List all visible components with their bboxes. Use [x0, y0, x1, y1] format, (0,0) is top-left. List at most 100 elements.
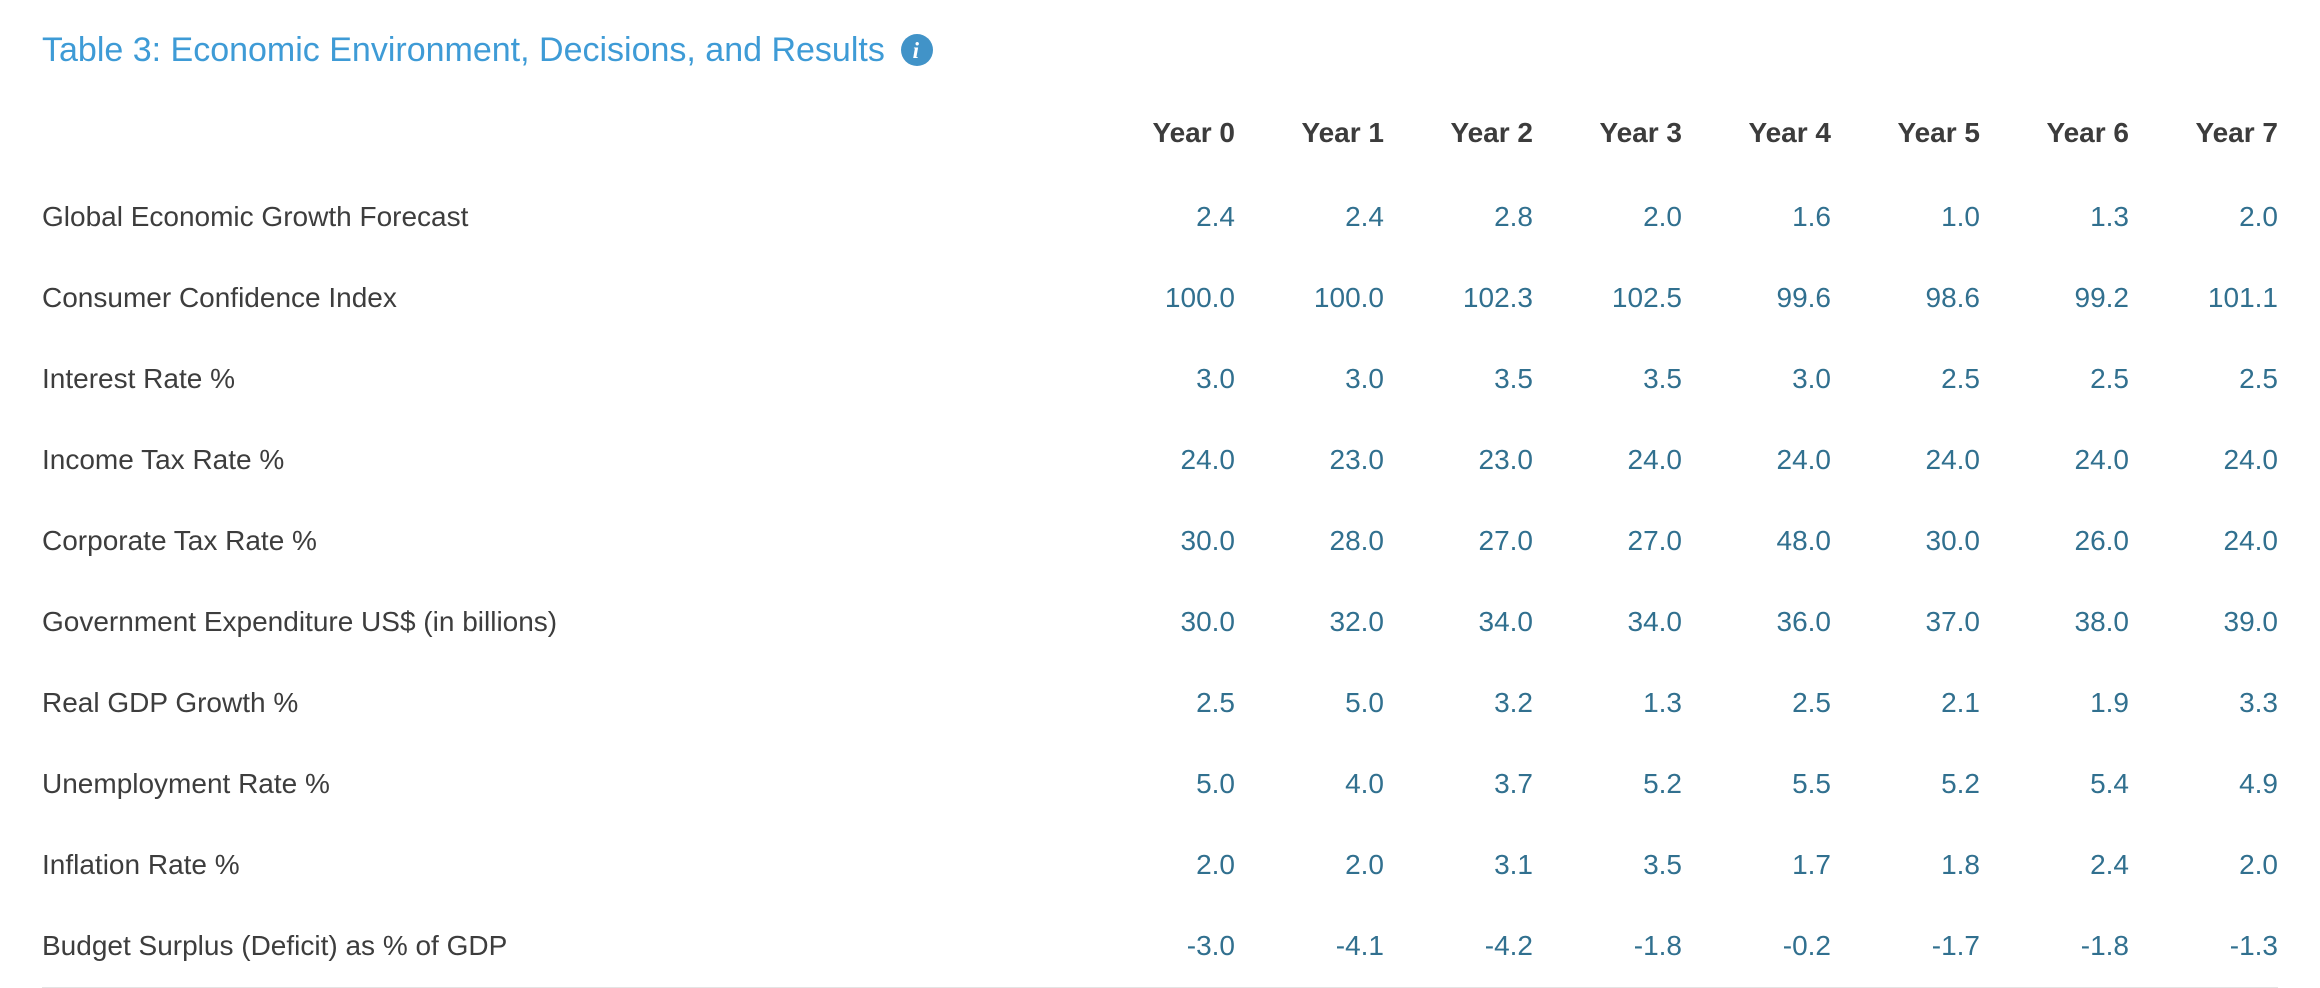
value-cell: 1.7 [1792, 848, 1831, 880]
value-cell: -4.2 [1384, 905, 1533, 988]
value-cell: 37.0 [1925, 605, 1981, 637]
value-cell: 3.0 [1196, 362, 1235, 394]
value-cell: 24.0 [2223, 443, 2279, 475]
value-cell: 99.6 [1776, 281, 1832, 313]
value-cell: 1.3 [1643, 686, 1682, 718]
value-cell: 2.4 [1196, 200, 1235, 232]
column-header: Year 0 [1152, 116, 1235, 148]
value-cell: 24.0 [2074, 443, 2130, 475]
table-row: Corporate Tax Rate % 30.0 28.0 27.0 27.0 48.0… [42, 501, 2278, 582]
value-cell: 1.9 [2090, 686, 2129, 718]
row-label: Unemployment Rate % [42, 767, 330, 799]
value-cell: 1.3 [2090, 200, 2129, 232]
value-cell: 23.0 [1478, 443, 1534, 475]
value-cell: 2.0 [1196, 848, 1235, 880]
value-cell: 3.0 [1345, 362, 1384, 394]
value-cell: -1.3 [2129, 905, 2278, 988]
column-header: Year 2 [1450, 116, 1533, 148]
table-row: Income Tax Rate % 24.0 23.0 23.0 24.0 24.0 24.… [42, 420, 2278, 501]
value-cell: 2.0 [2239, 200, 2278, 232]
value-cell: 5.4 [2090, 767, 2129, 799]
value-cell: -3.0 [1086, 905, 1235, 988]
header-spacer [42, 101, 1086, 177]
value-cell: 102.5 [1611, 281, 1682, 313]
value-cell: 5.5 [1792, 767, 1831, 799]
value-cell: 24.0 [1925, 443, 1981, 475]
value-cell: 2.0 [2239, 848, 2278, 880]
value-cell: 3.7 [1494, 767, 1533, 799]
value-cell: 5.2 [1941, 767, 1980, 799]
value-cell: 24.0 [2223, 524, 2279, 556]
row-label: Global Economic Growth Forecast [42, 200, 469, 232]
value-cell: 28.0 [1329, 524, 1385, 556]
table-row: Consumer Confidence Index 100.0 100.0 102.3… [42, 258, 2278, 339]
value-cell: 3.1 [1494, 848, 1533, 880]
value-cell: 30.0 [1925, 524, 1981, 556]
value-cell: 26.0 [2074, 524, 2130, 556]
column-header: Year 5 [1897, 116, 1980, 148]
value-cell: 27.0 [1627, 524, 1683, 556]
row-label: Corporate Tax Rate % [42, 524, 317, 556]
value-cell: 3.0 [1792, 362, 1831, 394]
value-cell: -1.8 [1533, 905, 1682, 988]
table-row: Global Economic Growth Forecast 2.4 2.4 2.8… [42, 177, 2278, 258]
value-cell: 100.0 [1164, 281, 1235, 313]
table-row: Government Expenditure US$ (in billions)… [42, 582, 2278, 663]
value-cell: 2.1 [1941, 686, 1980, 718]
row-label: Income Tax Rate % [42, 443, 285, 475]
value-cell: 1.6 [1792, 200, 1831, 232]
value-cell: 24.0 [1180, 443, 1236, 475]
column-header: Year 3 [1599, 116, 1682, 148]
value-cell: 5.2 [1643, 767, 1682, 799]
value-cell: 1.8 [1941, 848, 1980, 880]
row-label: Budget Surplus (Deficit) as % of GDP [42, 905, 1086, 988]
table-row: Real GDP Growth % 2.5 5.0 3.2 1.3 2.5 2.1 1.9 3.… [42, 663, 2278, 744]
value-cell: 99.2 [2074, 281, 2130, 313]
table-row: Interest Rate % 3.0 3.0 3.5 3.5 3.0 2.5 2.5 2.5 [42, 339, 2278, 420]
column-header: Year 1 [1301, 116, 1384, 148]
value-cell: 4.9 [2239, 767, 2278, 799]
value-cell: -0.2 [1682, 905, 1831, 988]
row-label: Interest Rate % [42, 362, 235, 394]
value-cell: 39.0 [2223, 605, 2279, 637]
value-cell: 36.0 [1776, 605, 1832, 637]
page-title: Table 3: Economic Environment, Decisions… [42, 30, 2278, 71]
table-body: Global Economic Growth Forecast 2.4 2.4 2.8… [42, 177, 2278, 988]
value-cell: 98.6 [1925, 281, 1981, 313]
value-cell: 2.8 [1494, 200, 1533, 232]
value-cell: 100.0 [1313, 281, 1384, 313]
value-cell: 32.0 [1329, 605, 1385, 637]
economic-table: Year 0 Year 1 Year 2 Year 3 Year 4 Year 5 Year… [42, 101, 2278, 988]
value-cell: 27.0 [1478, 524, 1534, 556]
value-cell: 38.0 [2074, 605, 2130, 637]
value-cell: 34.0 [1478, 605, 1534, 637]
table-row: Unemployment Rate % 5.0 4.0 3.7 5.2 5.5 5.2 5.4… [42, 744, 2278, 825]
info-icon[interactable]: i [900, 34, 933, 67]
value-cell: -1.8 [1980, 905, 2129, 988]
row-label: Inflation Rate % [42, 848, 240, 880]
value-cell: 2.5 [1792, 686, 1831, 718]
column-header: Year 7 [2195, 116, 2278, 148]
row-label: Real GDP Growth % [42, 686, 299, 718]
value-cell: 23.0 [1329, 443, 1385, 475]
table-panel: Table 3: Economic Environment, Decisions… [42, 30, 2278, 988]
column-header: Year 6 [2046, 116, 2129, 148]
table-row: Budget Surplus (Deficit) as % of GDP -3.0… [42, 905, 2278, 988]
value-cell: 2.5 [2239, 362, 2278, 394]
value-cell: 3.5 [1643, 362, 1682, 394]
table-title-text: Table 3: Economic Environment, Decisions… [42, 31, 885, 69]
value-cell: 2.0 [1345, 848, 1384, 880]
value-cell: 2.0 [1643, 200, 1682, 232]
value-cell: 2.4 [2090, 848, 2129, 880]
table-header: Year 0 Year 1 Year 2 Year 3 Year 4 Year 5 Year… [42, 101, 2278, 177]
value-cell: 3.2 [1494, 686, 1533, 718]
value-cell: 2.5 [1196, 686, 1235, 718]
value-cell: 1.0 [1941, 200, 1980, 232]
value-cell: 24.0 [1776, 443, 1832, 475]
value-cell: -1.7 [1831, 905, 1980, 988]
value-cell: 48.0 [1776, 524, 1832, 556]
value-cell: 3.5 [1494, 362, 1533, 394]
table-row: Inflation Rate % 2.0 2.0 3.1 3.5 1.7 1.8 2.4 2.0 [42, 825, 2278, 906]
value-cell: 30.0 [1180, 524, 1236, 556]
row-label: Consumer Confidence Index [42, 281, 397, 313]
